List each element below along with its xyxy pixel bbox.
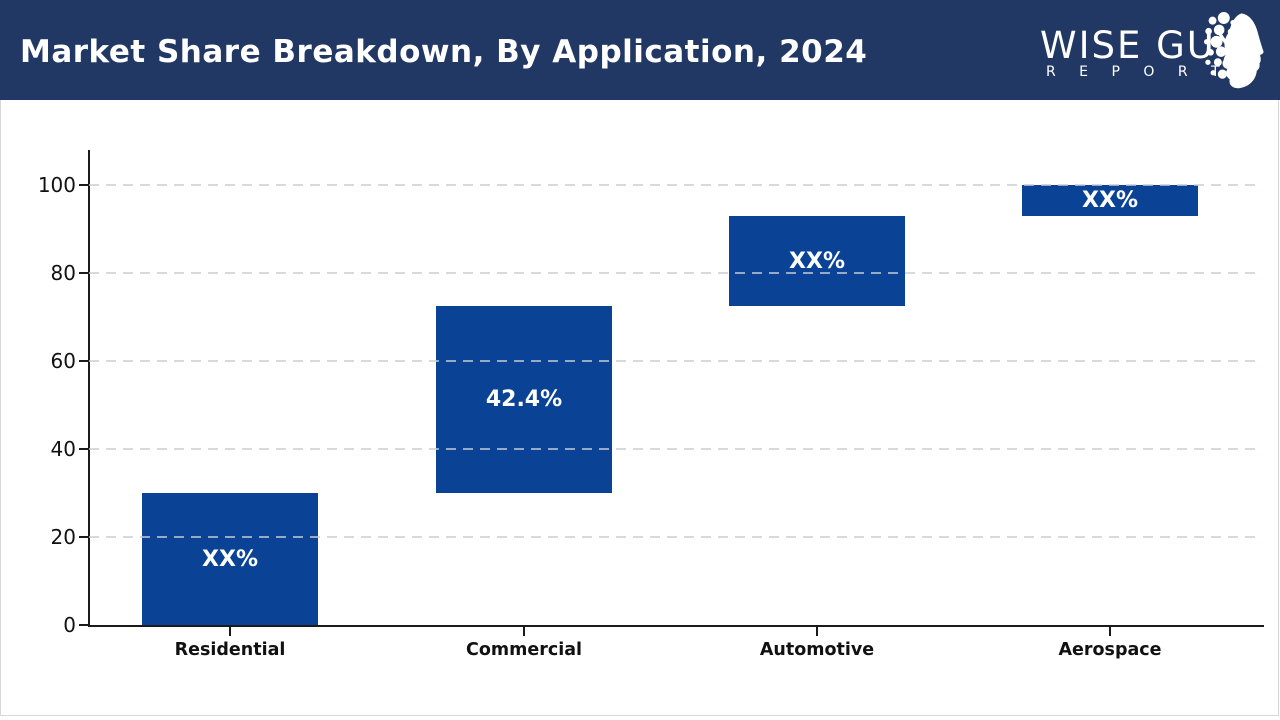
y-tick-label: 80 [50, 261, 76, 285]
gridline [89, 184, 1262, 186]
x-category-label: Residential [174, 640, 286, 660]
gridline [89, 536, 1262, 538]
x-tick-mark [229, 627, 231, 636]
x-tick-mark [1109, 627, 1111, 636]
head-profile-dots-icon [1203, 12, 1264, 89]
x-tick-mark [523, 627, 525, 636]
brand-logo-subtext: R E P O R T S [1046, 64, 1262, 80]
y-tick-mark [79, 448, 88, 450]
y-tick-label: 0 [63, 613, 76, 637]
x-axis-line [88, 625, 1264, 627]
bar-value-label: 42.4% [485, 387, 563, 413]
y-tick-label: 100 [37, 173, 76, 197]
bar-value-label: XX% [1082, 187, 1138, 213]
bar-automotive: XX% [729, 215, 905, 307]
gridline [89, 272, 1262, 274]
bar-commercial: 42.4% [436, 306, 612, 493]
header-band: Market Share Breakdown, By Application, … [0, 0, 1280, 100]
y-tick-label: 20 [50, 525, 76, 549]
y-tick-mark [79, 624, 88, 626]
y-tick-mark [79, 272, 88, 274]
gridline [89, 448, 1262, 450]
page-title: Market Share Breakdown, By Application, … [20, 34, 868, 70]
y-tick-mark [79, 184, 88, 186]
y-tick-mark [79, 360, 88, 362]
y-tick-label: 60 [50, 349, 76, 373]
brand-logo: WISE GUY R E P O R T S [1012, 6, 1264, 96]
x-category-label: Commercial [465, 640, 582, 660]
bar-residential: XX% [142, 493, 318, 625]
x-category-label: Aerospace [1058, 640, 1162, 660]
bar-aerospace: XX% [1022, 185, 1198, 216]
bar-value-label: XX% [789, 248, 845, 274]
bar-value-label: XX% [202, 546, 258, 572]
x-category-label: Automotive [759, 640, 875, 660]
y-axis-line [88, 150, 90, 627]
y-tick-label: 40 [50, 437, 76, 461]
gridline [89, 360, 1262, 362]
x-tick-mark [816, 627, 818, 636]
y-tick-mark [79, 536, 88, 538]
